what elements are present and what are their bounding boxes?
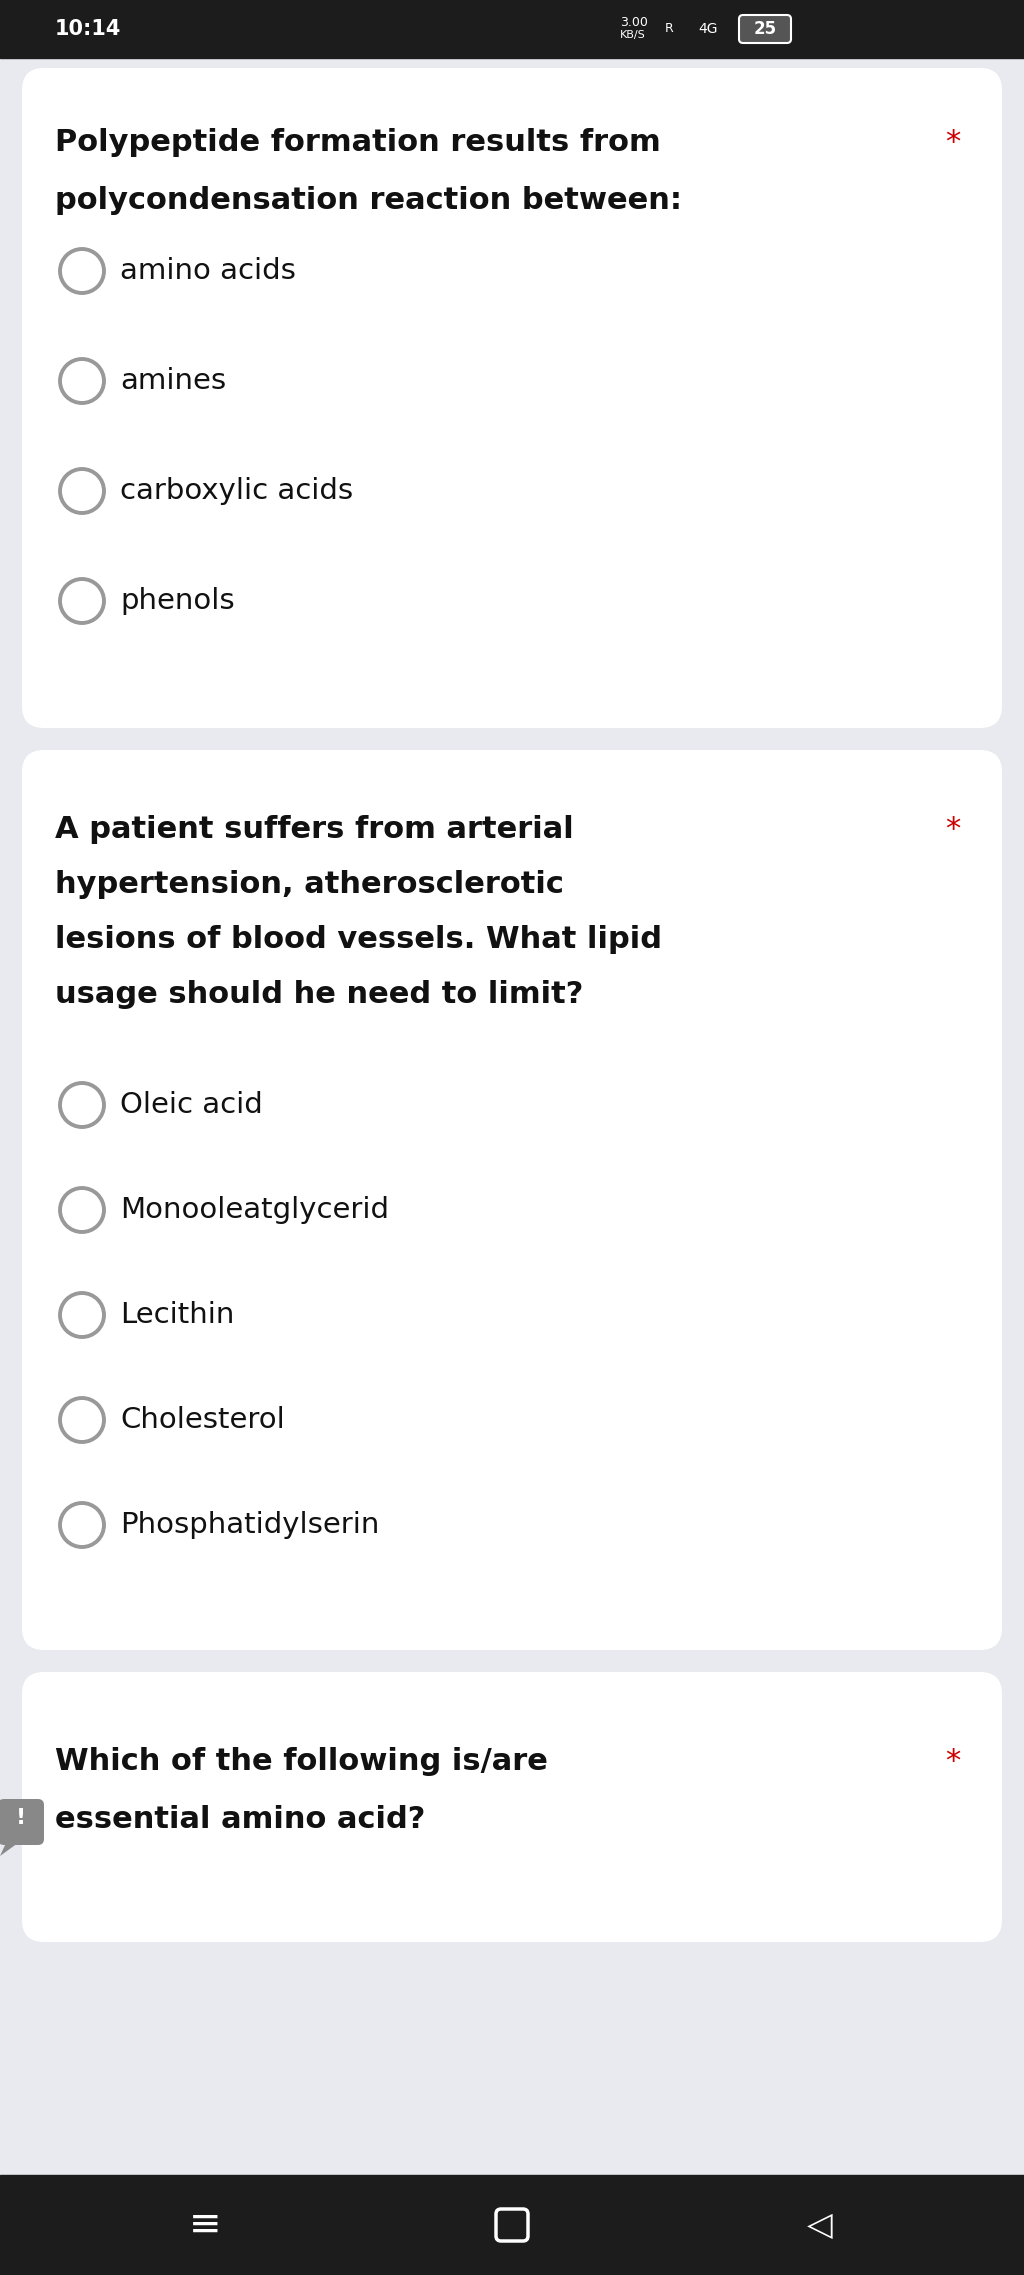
Text: amino acids: amino acids (120, 257, 296, 284)
Text: 4G: 4G (698, 23, 718, 36)
Text: ≡: ≡ (188, 2207, 221, 2243)
Text: A patient suffers from arterial: A patient suffers from arterial (55, 814, 573, 844)
Text: Which of the following is/are: Which of the following is/are (55, 1747, 548, 1777)
Text: !: ! (16, 1809, 26, 1829)
Text: Cholesterol: Cholesterol (120, 1406, 285, 1433)
Text: Lecithin: Lecithin (120, 1301, 234, 1329)
FancyBboxPatch shape (0, 1800, 44, 1845)
Text: carboxylic acids: carboxylic acids (120, 478, 353, 505)
Text: Monooleatglycerid: Monooleatglycerid (120, 1197, 389, 1224)
Text: *: * (945, 1747, 961, 1777)
Bar (0, 0, 1024, 57)
Text: essential amino acid?: essential amino acid? (55, 1804, 425, 1834)
Text: 10:14: 10:14 (55, 18, 122, 39)
FancyBboxPatch shape (22, 68, 1002, 728)
Text: phenols: phenols (120, 587, 234, 614)
Text: R: R (665, 23, 674, 36)
Text: usage should he need to limit?: usage should he need to limit? (55, 981, 584, 1010)
Text: Oleic acid: Oleic acid (120, 1092, 263, 1119)
Text: polycondensation reaction between:: polycondensation reaction between: (55, 187, 682, 216)
Text: Phosphatidylserin: Phosphatidylserin (120, 1511, 379, 1538)
Text: *: * (945, 814, 961, 844)
Text: 25: 25 (754, 20, 776, 39)
Text: *: * (945, 127, 961, 157)
Text: 3.00: 3.00 (620, 16, 648, 30)
Text: lesions of blood vessels. What lipid: lesions of blood vessels. What lipid (55, 926, 662, 953)
Text: ◁: ◁ (806, 2209, 833, 2241)
Bar (0, 2175, 1024, 2275)
Text: amines: amines (120, 366, 226, 396)
FancyBboxPatch shape (22, 751, 1002, 1649)
Text: hypertension, atherosclerotic: hypertension, atherosclerotic (55, 869, 564, 899)
FancyBboxPatch shape (22, 1672, 1002, 1943)
FancyBboxPatch shape (739, 16, 791, 43)
Text: Polypeptide formation results from: Polypeptide formation results from (55, 127, 660, 157)
Polygon shape (0, 1843, 18, 1856)
Text: KB/S: KB/S (620, 30, 646, 41)
